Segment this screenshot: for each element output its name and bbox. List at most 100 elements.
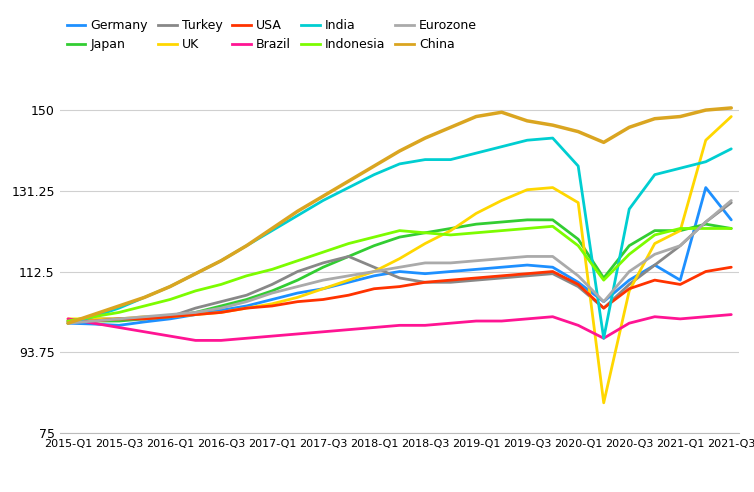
China xyxy=(165,283,174,289)
Germany xyxy=(676,277,685,283)
Germany xyxy=(701,184,710,190)
Indonesia xyxy=(89,314,98,320)
Indonesia xyxy=(650,232,659,238)
UK xyxy=(89,316,98,322)
China xyxy=(395,148,404,154)
USA xyxy=(344,292,353,298)
UK xyxy=(599,400,608,406)
China xyxy=(574,129,583,135)
China xyxy=(701,107,710,113)
Turkey xyxy=(599,305,608,311)
Brazil xyxy=(242,336,251,341)
India xyxy=(523,137,532,143)
UK xyxy=(63,316,72,322)
Line: UK: UK xyxy=(68,117,731,403)
USA xyxy=(676,281,685,287)
UK xyxy=(115,316,124,322)
Indonesia xyxy=(242,273,251,279)
USA xyxy=(268,303,277,309)
China xyxy=(344,178,353,184)
UK xyxy=(395,256,404,262)
China xyxy=(421,135,430,141)
Eurozone xyxy=(165,311,174,317)
Brazil xyxy=(89,320,98,326)
China xyxy=(268,225,277,231)
Japan xyxy=(727,225,736,231)
Brazil xyxy=(318,329,327,335)
Brazil xyxy=(165,333,174,339)
Indonesia xyxy=(63,318,72,324)
Brazil xyxy=(63,316,72,322)
Germany xyxy=(395,269,404,275)
UK xyxy=(191,311,200,317)
USA xyxy=(115,316,124,322)
Indonesia xyxy=(268,267,277,273)
India xyxy=(242,243,251,248)
USA xyxy=(191,311,200,317)
Turkey xyxy=(395,275,404,281)
Turkey xyxy=(625,281,634,287)
Japan xyxy=(63,318,72,324)
India xyxy=(548,135,557,141)
Germany xyxy=(574,279,583,285)
Germany xyxy=(369,273,379,279)
Japan xyxy=(599,275,608,281)
India xyxy=(216,258,225,264)
Line: India: India xyxy=(68,138,731,338)
Brazil xyxy=(701,314,710,320)
Japan xyxy=(446,225,455,231)
Line: Eurozone: Eurozone xyxy=(68,201,731,323)
Brazil xyxy=(421,322,430,328)
Eurozone xyxy=(242,299,251,305)
Brazil xyxy=(574,322,583,328)
Eurozone xyxy=(216,305,225,311)
USA xyxy=(216,309,225,315)
Brazil xyxy=(599,336,608,341)
USA xyxy=(650,277,659,283)
Eurozone xyxy=(421,260,430,266)
Eurozone xyxy=(701,219,710,225)
Germany xyxy=(318,286,327,292)
Indonesia xyxy=(574,243,583,248)
Germany xyxy=(599,299,608,305)
USA xyxy=(701,269,710,275)
Turkey xyxy=(472,277,481,283)
Line: Germany: Germany xyxy=(68,187,731,325)
Japan xyxy=(268,288,277,294)
Indonesia xyxy=(421,230,430,236)
UK xyxy=(701,137,710,143)
Indonesia xyxy=(216,281,225,287)
UK xyxy=(318,286,327,292)
Turkey xyxy=(216,299,225,305)
Indonesia xyxy=(599,277,608,283)
Indonesia xyxy=(165,297,174,303)
Japan xyxy=(191,309,200,315)
Line: USA: USA xyxy=(68,267,731,321)
Turkey xyxy=(165,314,174,320)
Indonesia xyxy=(727,225,736,231)
Germany xyxy=(548,264,557,270)
Turkey xyxy=(318,260,327,266)
Japan xyxy=(574,236,583,242)
India xyxy=(115,305,124,311)
Indonesia xyxy=(115,309,124,315)
Japan xyxy=(548,217,557,223)
UK xyxy=(421,241,430,246)
Japan xyxy=(115,318,124,324)
Japan xyxy=(625,243,634,248)
Japan xyxy=(395,234,404,240)
Indonesia xyxy=(318,249,327,255)
Indonesia xyxy=(625,251,634,257)
Turkey xyxy=(63,318,72,324)
Eurozone xyxy=(89,318,98,324)
Turkey xyxy=(140,316,149,322)
India xyxy=(140,294,149,300)
Brazil xyxy=(676,316,685,322)
UK xyxy=(344,277,353,283)
Japan xyxy=(676,228,685,234)
Eurozone xyxy=(523,253,532,259)
Eurozone xyxy=(369,269,379,275)
UK xyxy=(523,187,532,193)
Line: Brazil: Brazil xyxy=(68,314,731,340)
Germany xyxy=(293,290,302,296)
